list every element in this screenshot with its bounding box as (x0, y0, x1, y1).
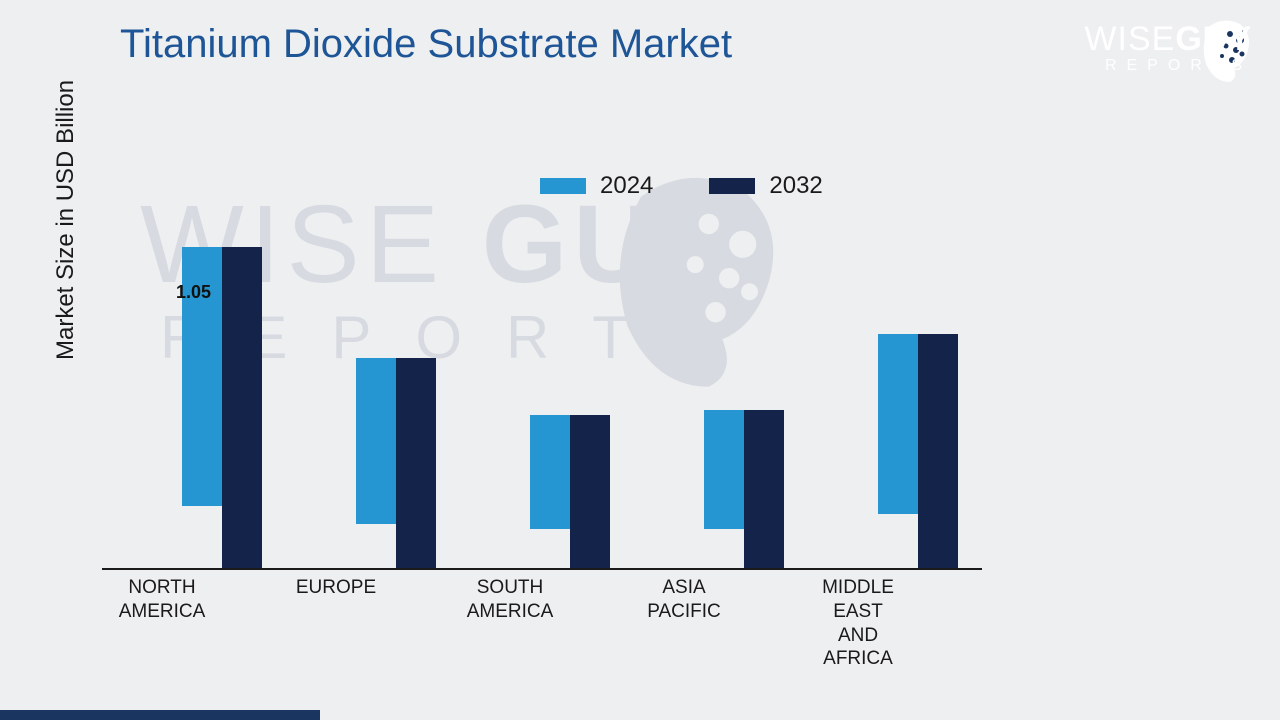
logo-text-guy: GUY (1175, 20, 1252, 58)
bar-group (848, 334, 988, 568)
bar (918, 334, 958, 568)
legend-swatch-2032 (709, 178, 755, 194)
bar-group (500, 415, 640, 568)
bottom-accent-bar (0, 710, 320, 720)
legend-item-2024: 2024 (540, 172, 653, 200)
bar (356, 358, 396, 523)
brand-logo: WISEGUY REPORTS (1084, 22, 1252, 74)
chart: Market Size in USD Billion 1.05 NORTHAME… (42, 160, 1002, 700)
y-axis-label: Market Size in USD Billion (52, 80, 80, 360)
bar (530, 415, 570, 528)
bar (570, 415, 610, 568)
category-label: ASIAPACIFIC (614, 576, 754, 624)
legend-label-2024: 2024 (600, 172, 653, 200)
bar-group (674, 410, 814, 568)
bar-group: 1.05 (152, 247, 292, 568)
category-label: EUROPE (266, 576, 406, 600)
logo-text-reports: REPORTS (1084, 58, 1252, 74)
legend: 2024 2032 (540, 172, 823, 200)
bar (396, 358, 436, 568)
plot-area: 1.05 (102, 200, 982, 570)
bar-group (326, 358, 466, 568)
bar (704, 410, 744, 528)
category-label: SOUTHAMERICA (440, 576, 580, 624)
category-label: MIDDLEEASTANDAFRICA (788, 576, 928, 671)
legend-label-2032: 2032 (769, 172, 822, 200)
chart-title: Titanium Dioxide Substrate Market (120, 22, 732, 67)
category-label: NORTHAMERICA (92, 576, 232, 624)
bar-value-label: 1.05 (176, 282, 211, 303)
legend-swatch-2024 (540, 178, 586, 194)
bar (222, 247, 262, 568)
legend-item-2032: 2032 (709, 172, 822, 200)
bar (744, 410, 784, 568)
bar (878, 334, 918, 514)
logo-text-wise: WISE (1084, 20, 1175, 58)
